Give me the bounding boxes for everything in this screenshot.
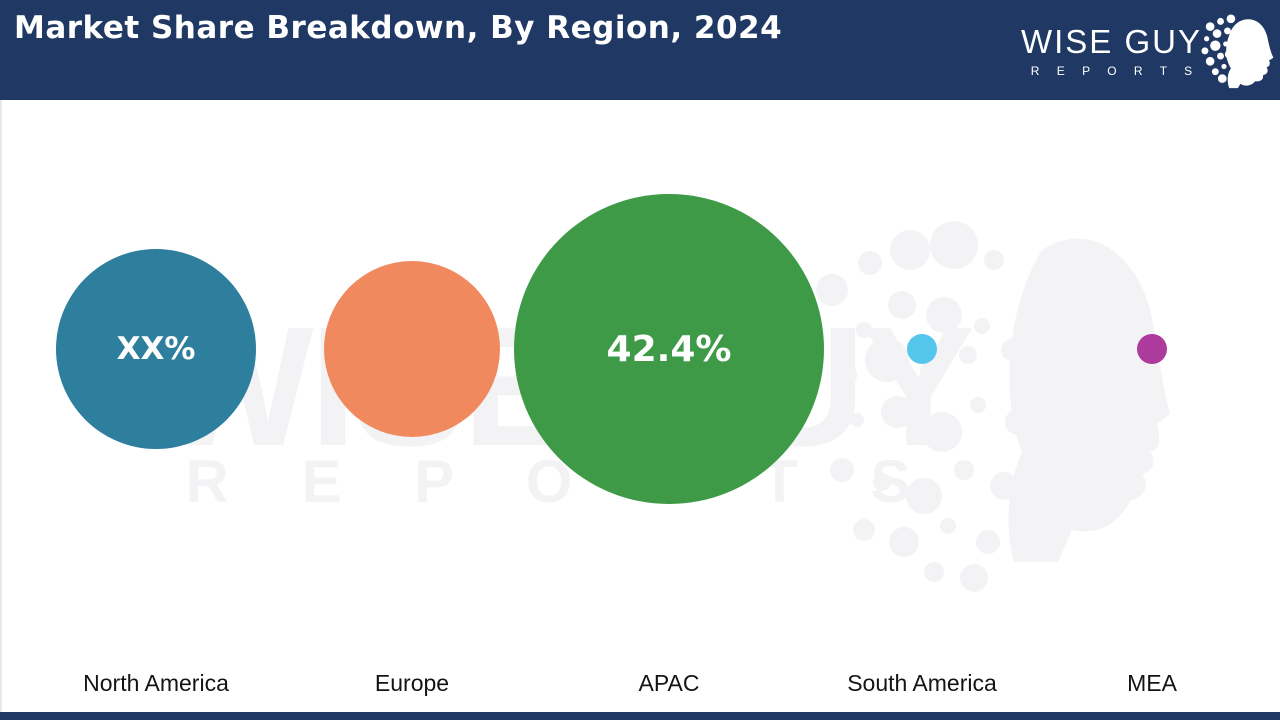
- bottom-accent-bar: [0, 712, 1280, 720]
- category-label-north-america: North America: [83, 670, 229, 696]
- brand-logo-text: WISE GUY R E P O R T S: [1021, 23, 1202, 78]
- dotted-head-icon: [1201, 14, 1274, 89]
- watermark-head-silhouette: [1008, 238, 1170, 562]
- watermark-line2: R E P O R T S: [186, 448, 939, 515]
- bubble-apac: 42.4%: [514, 194, 824, 504]
- category-label-apac: APAC: [638, 670, 700, 696]
- bubble-mea: [1137, 334, 1167, 364]
- chart-area: WISE GUY R E P O R T S XX%42.4% North Am…: [0, 100, 1280, 712]
- bubble-north-america: XX%: [56, 249, 256, 449]
- category-label-europe: Europe: [374, 670, 450, 696]
- brand-name: WISE GUY: [1020, 22, 1202, 60]
- category-label-south-america: South America: [847, 670, 997, 696]
- header: Market Share Breakdown, By Region, 2024 …: [0, 0, 1280, 100]
- bubble-south-america: [907, 334, 937, 364]
- bubble-europe: [324, 261, 500, 437]
- brand-subtitle: R E P O R T S: [1030, 63, 1200, 78]
- brand-logo: WISE GUY R E P O R T S: [1021, 0, 1276, 100]
- bubble-value-apac: 42.4%: [606, 328, 732, 370]
- bubble-value-north-america: XX%: [116, 331, 196, 367]
- category-label-mea: MEA: [1127, 670, 1177, 696]
- page-title: Market Share Breakdown, By Region, 2024: [14, 10, 783, 46]
